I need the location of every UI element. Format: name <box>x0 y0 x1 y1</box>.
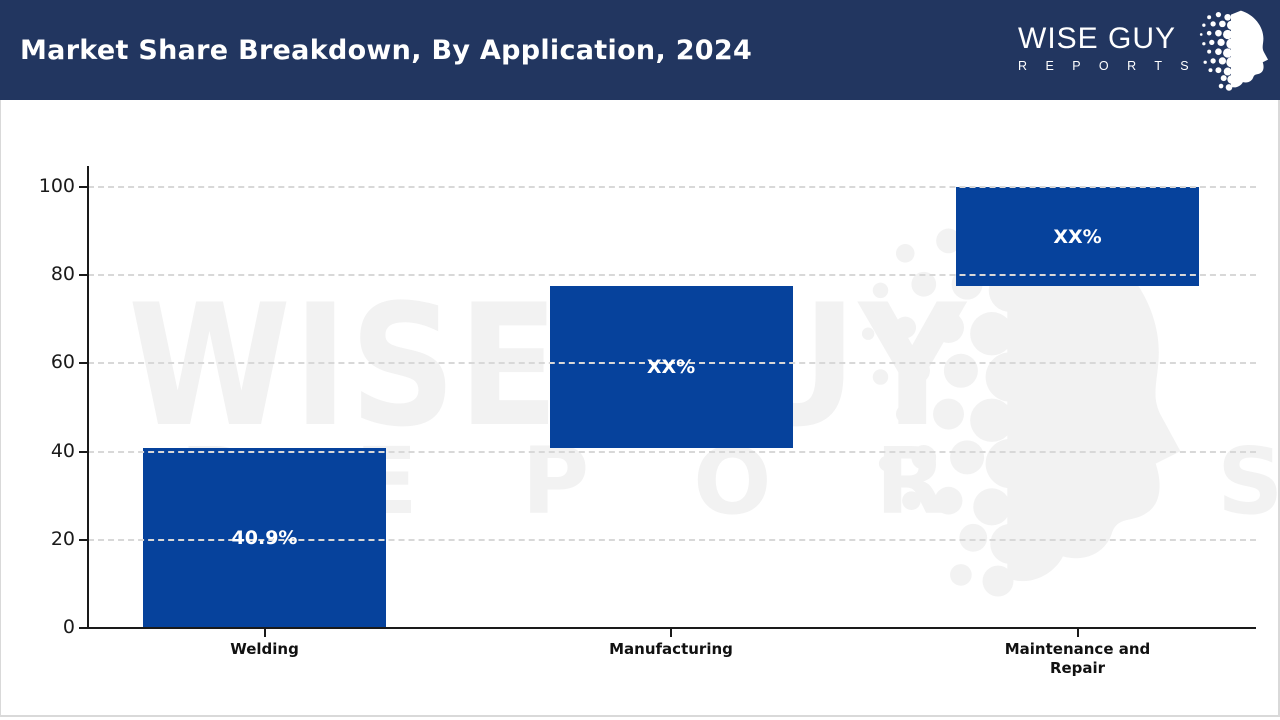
gridline-100 <box>88 186 1256 188</box>
gridline-20 <box>88 538 1256 541</box>
y-tick-label: 40 <box>50 439 75 462</box>
bar-value-label: XX% <box>646 355 696 378</box>
page-title: Market Share Breakdown, By Application, … <box>20 34 753 66</box>
y-tick-label: 100 <box>38 175 75 197</box>
bar-welding: 40.9% <box>143 447 386 628</box>
bar-maintenance-and-repair: XX% <box>956 187 1199 287</box>
bar-value-label: XX% <box>1053 225 1102 248</box>
y-tick-label: 0 <box>62 616 75 638</box>
brand-logo: WISE GUY R E P O R T S <box>1018 0 1269 100</box>
gridline-40 <box>88 450 1256 453</box>
gridline-80 <box>88 274 1256 277</box>
category-label: Manufacturing <box>609 640 733 658</box>
category-label: Maintenance and Repair <box>1004 640 1151 677</box>
y-tick-label: 20 <box>50 527 75 550</box>
y-tick <box>79 450 88 453</box>
bar-value-label: 40.9% <box>231 526 298 549</box>
wise-guy-face-icon <box>1199 10 1269 91</box>
y-axis-line <box>87 166 89 629</box>
y-tick <box>79 186 88 188</box>
header: Market Share Breakdown, By Application, … <box>0 0 1280 100</box>
y-tick <box>79 627 88 629</box>
y-tick-label: 60 <box>50 351 75 374</box>
brand-logo-text: WISE GUY R E P O R T S <box>1018 22 1208 73</box>
y-tick <box>79 274 88 277</box>
brand-name: WISE GUY <box>1018 22 1177 55</box>
x-tick <box>263 628 266 637</box>
x-tick <box>670 628 672 637</box>
y-tick <box>79 362 88 365</box>
y-tick <box>79 538 88 541</box>
brand-subtitle: R E P O R T S <box>1018 59 1197 73</box>
y-tick-label: 80 <box>50 263 75 286</box>
x-tick <box>1076 628 1079 637</box>
bar-manufacturing: XX% <box>549 286 793 448</box>
watermark-text-primary: WISE GUY <box>128 268 968 464</box>
category-label: Welding <box>230 640 299 658</box>
gridline-60 <box>88 362 1256 365</box>
